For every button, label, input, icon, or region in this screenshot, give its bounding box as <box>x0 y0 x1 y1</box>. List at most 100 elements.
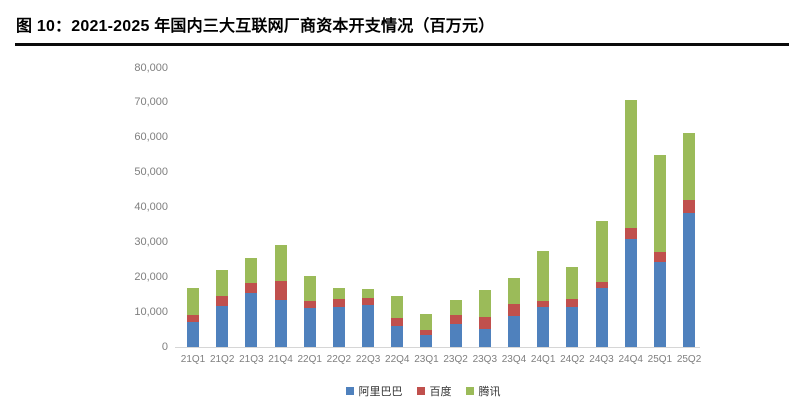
legend-item-alibaba: 阿里巴巴 <box>345 383 403 399</box>
bar-22Q1 <box>303 275 316 347</box>
bar-segment-alibaba <box>303 307 316 347</box>
y-axis-label: 40,000 <box>134 201 168 213</box>
bar-segment-tencent <box>187 287 199 315</box>
bar-22Q3 <box>362 289 375 347</box>
y-axis-label: 20,000 <box>134 270 168 283</box>
legend-swatch-icon <box>345 387 354 395</box>
bar-22Q4 <box>391 296 404 347</box>
bar-segment-tencent <box>332 288 345 299</box>
legend-label: 阿里巴巴 <box>358 386 403 398</box>
y-axis-label: 10,000 <box>134 305 168 318</box>
bar-25Q2 <box>683 132 696 347</box>
bar-segment-tencent <box>362 289 375 299</box>
legend-swatch-icon <box>465 387 474 395</box>
bar-segment-alibaba <box>478 328 491 347</box>
bar-segment-alibaba <box>187 321 199 347</box>
bar-segment-alibaba <box>420 334 433 347</box>
bar-24Q1 <box>537 251 550 347</box>
bar-segment-alibaba <box>507 315 520 347</box>
x-axis-label: 21Q1 <box>180 354 206 365</box>
chart-legend: 阿里巴巴 百度 腾讯 <box>23 383 800 399</box>
bar-segment-tencent <box>507 277 520 304</box>
bar-segment-baidu <box>566 299 579 307</box>
x-axis-label: 23Q3 <box>472 354 498 365</box>
legend-label: 腾讯 <box>478 386 501 398</box>
x-axis-label: 23Q1 <box>414 354 439 365</box>
bar-segment-tencent <box>683 132 696 201</box>
bar-segment-tencent <box>537 251 550 301</box>
y-axis-label: 50,000 <box>134 166 168 179</box>
bar-segment-alibaba <box>566 306 579 347</box>
bar-segment-baidu <box>187 314 199 322</box>
bar-21Q3 <box>245 258 258 347</box>
x-axis-label: 21Q4 <box>268 354 293 365</box>
bar-24Q3 <box>595 220 608 347</box>
x-axis-label: 24Q2 <box>560 354 585 365</box>
y-axis-label: 30,000 <box>134 235 168 248</box>
title-divider <box>15 43 789 46</box>
bar-segment-baidu <box>362 298 375 305</box>
bar-21Q1 <box>187 287 199 347</box>
legend-label: 百度 <box>429 386 452 398</box>
x-axis-label: 23Q2 <box>443 354 468 365</box>
x-axis-label: 22Q4 <box>385 354 410 365</box>
x-axis-label: 24Q4 <box>618 354 643 365</box>
x-axis-label: 24Q3 <box>589 354 614 365</box>
y-axis-label: 80,000 <box>134 61 168 74</box>
legend-item-tencent: 腾讯 <box>465 383 501 399</box>
bar-segment-tencent <box>391 296 404 319</box>
legend-swatch-icon <box>416 387 425 395</box>
bar-segment-alibaba <box>653 262 666 347</box>
bar-segment-baidu <box>683 200 696 214</box>
bar-25Q1 <box>653 155 666 347</box>
x-axis-label: 21Q3 <box>239 354 264 365</box>
bar-segment-baidu <box>537 300 550 307</box>
bar-segment-alibaba <box>537 306 550 347</box>
legend-item-baidu: 百度 <box>416 383 452 399</box>
bar-segment-tencent <box>566 266 579 300</box>
bar-segment-tencent <box>216 270 229 297</box>
x-axis-label: 23Q4 <box>501 354 527 365</box>
bar-23Q3 <box>478 289 491 347</box>
x-axis-label: 21Q2 <box>209 354 235 365</box>
bar-23Q1 <box>420 314 433 347</box>
bar-21Q2 <box>216 270 229 347</box>
bar-segment-tencent <box>653 155 666 252</box>
x-axis-label: 25Q2 <box>676 354 702 365</box>
bar-segment-alibaba <box>216 305 229 347</box>
bar-segment-alibaba <box>595 287 608 347</box>
bar-22Q2 <box>332 288 345 347</box>
y-axis-label: 0 <box>161 340 168 353</box>
bar-segment-baidu <box>478 317 491 329</box>
bar-segment-baidu <box>449 314 462 324</box>
bar-segment-alibaba <box>245 292 258 347</box>
x-axis-label: 25Q1 <box>647 354 673 365</box>
bar-segment-baidu <box>274 281 287 301</box>
bar-segment-baidu <box>332 298 345 307</box>
x-axis-label: 24Q1 <box>530 354 556 365</box>
bar-segment-baidu <box>420 329 433 335</box>
bar-segment-tencent <box>245 258 258 283</box>
bar-21Q4 <box>274 244 287 347</box>
bar-segment-baidu <box>391 318 404 326</box>
bar-segment-baidu <box>245 282 258 293</box>
bar-24Q2 <box>566 266 579 347</box>
bar-segment-baidu <box>303 300 316 308</box>
x-axis-label: 22Q3 <box>355 354 381 365</box>
bar-segment-baidu <box>507 303 520 316</box>
bar-segment-alibaba <box>683 213 696 347</box>
bar-segment-alibaba <box>332 306 345 347</box>
bar-segment-tencent <box>449 300 462 315</box>
bar-segment-tencent <box>595 220 608 282</box>
bar-segment-tencent <box>303 275 316 301</box>
bar-segment-alibaba <box>391 325 404 347</box>
x-axis-label: 22Q1 <box>297 354 322 365</box>
bar-segment-baidu <box>595 281 608 288</box>
bar-segment-alibaba <box>362 304 375 347</box>
bar-segment-tencent <box>420 314 433 330</box>
bar-segment-tencent <box>624 100 637 229</box>
y-axis-label: 60,000 <box>134 131 168 144</box>
bar-23Q2 <box>449 300 462 347</box>
bar-segment-baidu <box>216 296 229 306</box>
bar-segment-baidu <box>624 228 637 239</box>
